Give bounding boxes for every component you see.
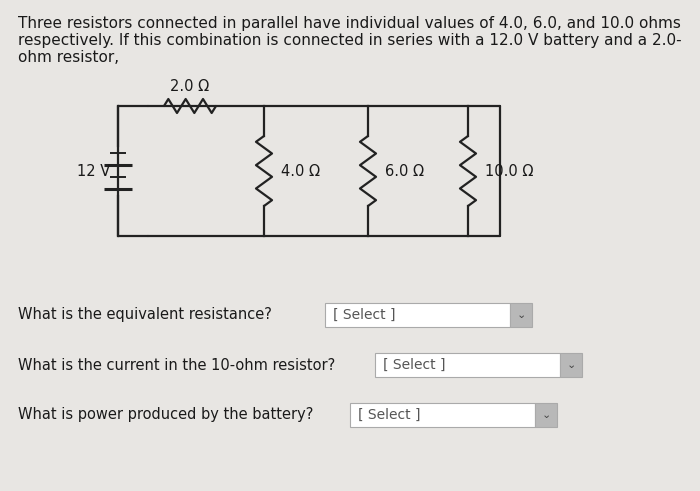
FancyBboxPatch shape xyxy=(375,353,560,377)
FancyBboxPatch shape xyxy=(510,303,532,327)
FancyBboxPatch shape xyxy=(350,403,535,427)
FancyBboxPatch shape xyxy=(560,353,582,377)
Text: ⌄: ⌄ xyxy=(541,410,551,420)
Text: Three resistors connected in parallel have individual values of 4.0, 6.0, and 10: Three resistors connected in parallel ha… xyxy=(18,16,681,31)
Text: [ Select ]: [ Select ] xyxy=(333,308,395,322)
Text: ⌄: ⌄ xyxy=(566,360,575,370)
Text: ⌄: ⌄ xyxy=(517,310,526,320)
Text: respectively. If this combination is connected in series with a 12.0 V battery a: respectively. If this combination is con… xyxy=(18,33,682,48)
Text: 12 V: 12 V xyxy=(77,164,110,179)
Text: What is the current in the 10-ohm resistor?: What is the current in the 10-ohm resist… xyxy=(18,357,335,373)
Text: 2.0 Ω: 2.0 Ω xyxy=(170,79,209,94)
Text: [ Select ]: [ Select ] xyxy=(358,408,421,422)
Text: 10.0 Ω: 10.0 Ω xyxy=(485,164,533,179)
Text: 4.0 Ω: 4.0 Ω xyxy=(281,164,320,179)
Text: [ Select ]: [ Select ] xyxy=(383,358,445,372)
FancyBboxPatch shape xyxy=(535,403,557,427)
Text: 6.0 Ω: 6.0 Ω xyxy=(385,164,424,179)
Text: ohm resistor,: ohm resistor, xyxy=(18,50,119,65)
Text: What is power produced by the battery?: What is power produced by the battery? xyxy=(18,408,314,422)
FancyBboxPatch shape xyxy=(325,303,510,327)
Text: What is the equivalent resistance?: What is the equivalent resistance? xyxy=(18,307,272,323)
